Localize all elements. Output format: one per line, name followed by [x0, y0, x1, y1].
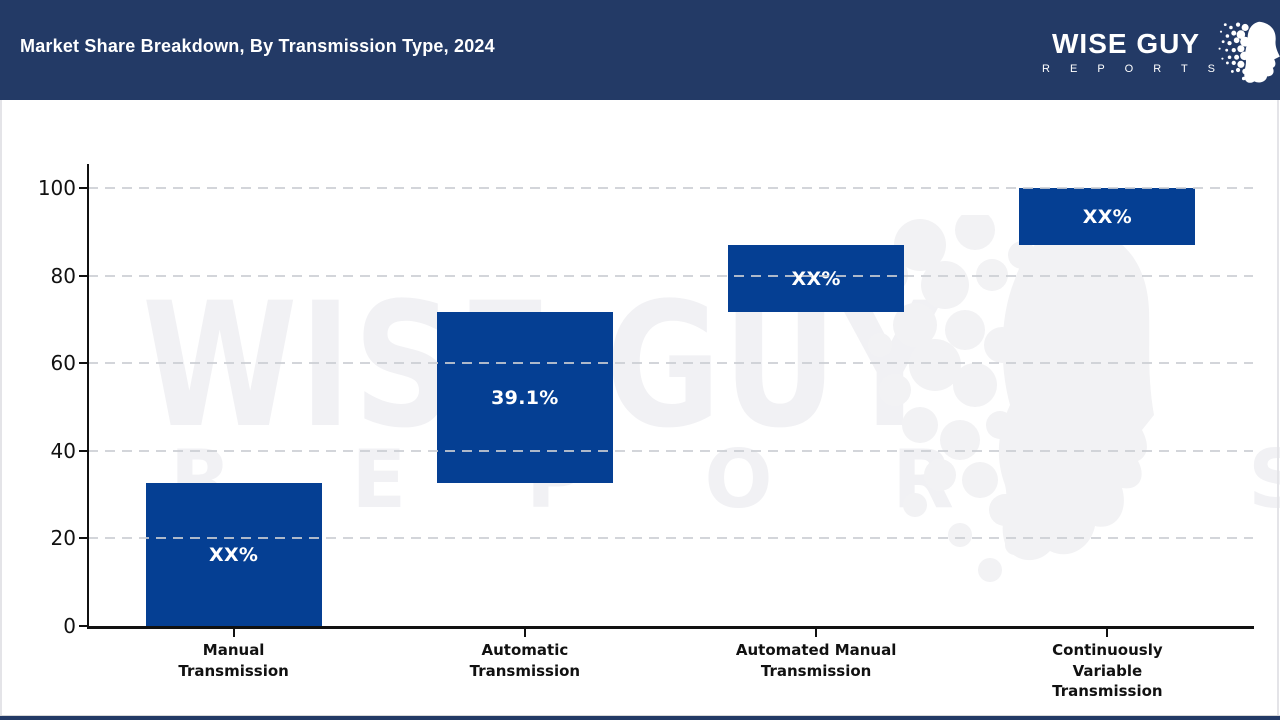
gridline-40 [88, 449, 1253, 452]
footer-bar [0, 716, 1280, 720]
y-tick-label: 60 [50, 351, 76, 376]
bar-automatic-transmission: 39.1% [436, 311, 613, 484]
logo-text: WISE GUY R E P O R T S [1036, 28, 1216, 75]
y-tick [79, 537, 88, 540]
y-axis-line [87, 164, 89, 628]
y-tick [79, 449, 88, 452]
left-border [0, 100, 2, 716]
header-bar: Market Share Breakdown, By Transmission … [0, 0, 1280, 100]
y-tick [79, 274, 88, 277]
bar-value-label: 39.1% [491, 386, 559, 409]
x-tick [1106, 628, 1109, 637]
x-tick [523, 628, 526, 637]
bar-value-label: XX% [791, 267, 841, 290]
x-category-label: Continuously Variable Transmission [1052, 641, 1163, 701]
footer-divider [0, 715, 1280, 716]
bar-automated-manual-transmission: XX% [728, 245, 905, 312]
gridline-80 [88, 274, 1253, 277]
gridline-60 [88, 362, 1253, 365]
x-axis-line [87, 626, 1254, 629]
bar-manual-transmission: XX% [145, 483, 322, 626]
x-category-label: Automated Manual Transmission [735, 641, 897, 680]
y-tick-label: 40 [50, 438, 76, 463]
y-tick-label: 100 [37, 176, 76, 200]
x-tick [232, 628, 235, 637]
wiseguy-logo: WISE GUY R E P O R T S [1036, 6, 1280, 96]
gridline-100 [88, 187, 1253, 189]
y-tick [79, 187, 88, 189]
wiseguy-head-icon [1218, 21, 1280, 83]
bar-value-label: XX% [209, 543, 259, 566]
x-category-label: Automatic Transmission [469, 641, 581, 680]
right-border [1277, 100, 1279, 716]
y-tick-label: 20 [50, 526, 76, 551]
x-tick [815, 628, 818, 637]
bar-value-label: XX% [1082, 205, 1132, 228]
gridline-20 [88, 537, 1253, 540]
y-tick [79, 362, 88, 365]
bar-continuously-variable-transmission: XX% [1019, 188, 1196, 246]
y-tick-label: 0 [63, 614, 76, 638]
logo-text-primary: WISE GUY [1051, 28, 1200, 59]
y-tick-label: 80 [50, 263, 76, 288]
chart-title: Market Share Breakdown, By Transmission … [20, 36, 495, 56]
x-category-label: Manual Transmission [178, 641, 289, 680]
y-tick [79, 625, 88, 627]
logo-text-secondary: R E P O R T S [1042, 63, 1224, 75]
